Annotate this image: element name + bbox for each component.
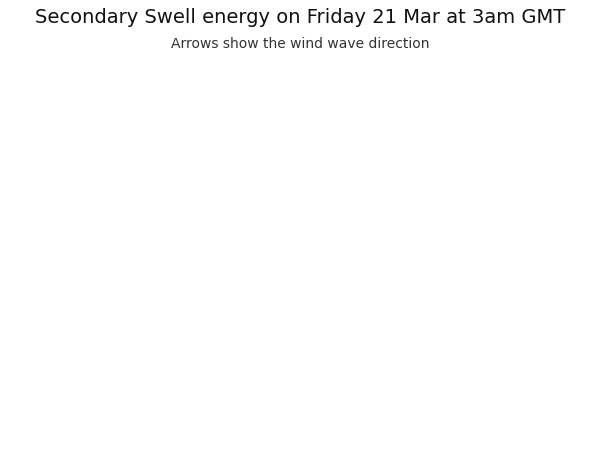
Text: cartopy required: cartopy required — [243, 251, 358, 265]
Text: Arrows show the wind wave direction: Arrows show the wind wave direction — [171, 37, 430, 50]
Text: Secondary Swell energy on Friday 21 Mar at 3am GMT: Secondary Swell energy on Friday 21 Mar … — [35, 7, 566, 26]
